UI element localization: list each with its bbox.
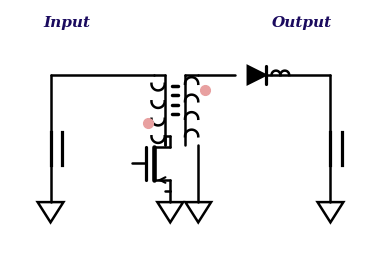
Polygon shape	[185, 202, 211, 222]
Polygon shape	[38, 202, 64, 222]
Polygon shape	[248, 66, 266, 84]
Text: Input: Input	[43, 16, 90, 30]
Polygon shape	[317, 202, 343, 222]
Polygon shape	[157, 202, 183, 222]
Text: Output: Output	[272, 16, 331, 30]
